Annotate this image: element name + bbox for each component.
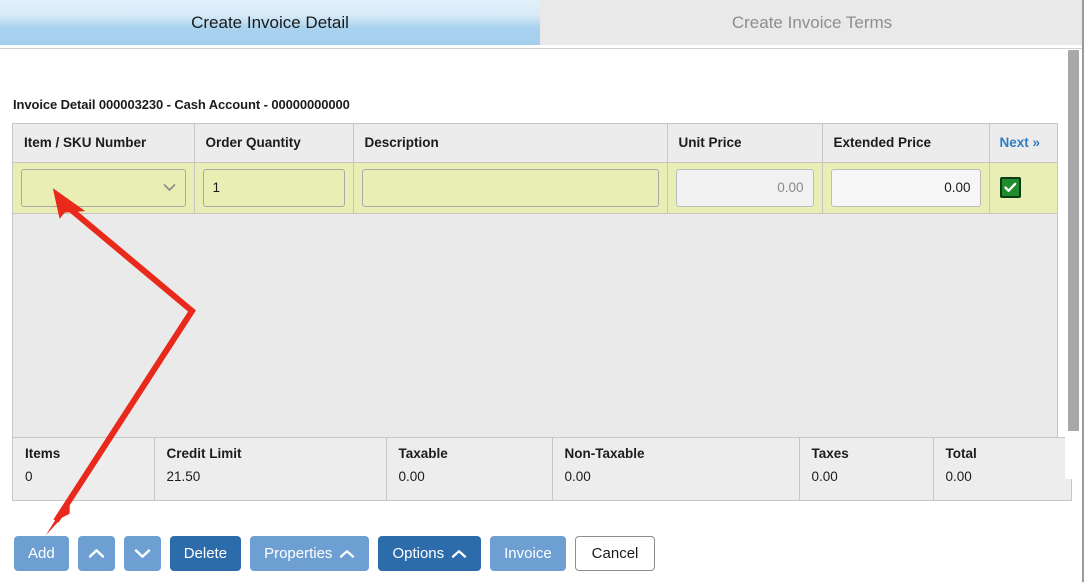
summary-value-total: 0.00 [933, 469, 1071, 500]
tab-label: Create Invoice Terms [731, 12, 893, 32]
column-header-item-sku[interactable]: Item / SKU Number [13, 124, 195, 163]
column-header-unit-price[interactable]: Unit Price [667, 124, 823, 163]
cancel-button[interactable]: Cancel [574, 536, 656, 571]
unit-price-input[interactable] [675, 168, 814, 207]
summary-header-taxable: Taxable [386, 438, 553, 469]
summary-header-row: Items Credit Limit Taxable Non-Taxable T… [13, 438, 1071, 469]
cell-order-quantity [194, 162, 354, 214]
delete-button-label: Delete [183, 545, 228, 562]
next-page-link[interactable]: Next » [999, 135, 1041, 151]
summary-value-non-taxable: 0.00 [552, 469, 800, 500]
add-button-label: Add [28, 545, 55, 562]
summary-table: Items Credit Limit Taxable Non-Taxable T… [13, 438, 1071, 500]
cell-description [353, 162, 668, 214]
summary-totals-panel: Items Credit Limit Taxable Non-Taxable T… [12, 437, 1072, 501]
move-up-button[interactable] [77, 536, 115, 571]
invoice-button-label: Invoice [504, 545, 552, 562]
chevron-up-icon [339, 549, 355, 559]
cell-row-select [989, 162, 1057, 214]
summary-value-credit-limit: 21.50 [154, 469, 387, 500]
window-right-edge [1082, 0, 1084, 582]
grid-header-row: Item / SKU Number Order Quantity Descrip… [13, 124, 1057, 163]
page-content: Invoice Detail 000003230 - Cash Account … [0, 49, 1084, 582]
extended-price-input[interactable] [830, 168, 981, 207]
tab-bar: Create Invoice Detail Create Invoice Ter… [0, 0, 1084, 45]
cell-unit-price [667, 162, 823, 214]
summary-header-items: Items [13, 438, 155, 469]
cancel-button-label: Cancel [591, 545, 639, 562]
tab-underline [0, 45, 1084, 49]
summary-value-row: 0 21.50 0.00 0.00 0.00 0.00 [13, 469, 1071, 500]
properties-button[interactable]: Properties [250, 536, 370, 571]
summary-value-taxable: 0.00 [386, 469, 553, 500]
options-button[interactable]: Options [378, 536, 482, 571]
chevron-up-icon [88, 548, 105, 559]
tab-create-invoice-detail[interactable]: Create Invoice Detail [0, 0, 540, 45]
action-button-bar: Add Delete Properties [14, 536, 656, 571]
vertical-scrollbar-thumb[interactable] [1068, 50, 1079, 431]
table-row [13, 162, 1057, 214]
column-header-order-quantity[interactable]: Order Quantity [194, 124, 354, 163]
order-quantity-input[interactable] [202, 168, 345, 207]
summary-header-taxes: Taxes [799, 438, 934, 469]
move-down-button[interactable] [123, 536, 161, 571]
page-title: Invoice Detail 000003230 - Cash Account … [13, 97, 350, 112]
cell-item-sku [13, 162, 195, 214]
invoice-button[interactable]: Invoice [490, 536, 566, 571]
column-header-extended-price[interactable]: Extended Price [822, 124, 990, 163]
grid-table: Item / SKU Number Order Quantity Descrip… [13, 124, 1057, 214]
row-select-checkbox[interactable] [999, 177, 1021, 198]
invoice-detail-grid: Item / SKU Number Order Quantity Descrip… [12, 123, 1058, 473]
chevron-down-icon [134, 548, 151, 559]
summary-header-non-taxable: Non-Taxable [552, 438, 800, 469]
cell-extended-price [822, 162, 990, 214]
description-input[interactable] [361, 168, 659, 207]
check-icon [1003, 182, 1016, 192]
tab-label: Create Invoice Detail [191, 12, 349, 32]
item-sku-select[interactable] [21, 168, 186, 207]
properties-button-label: Properties [264, 545, 333, 562]
summary-header-total: Total [933, 438, 1071, 469]
tab-create-invoice-terms[interactable]: Create Invoice Terms [540, 0, 1084, 45]
column-header-next: Next » [989, 124, 1057, 163]
options-button-label: Options [392, 545, 445, 562]
add-button[interactable]: Add [14, 536, 69, 571]
delete-button[interactable]: Delete [169, 536, 242, 571]
summary-value-taxes: 0.00 [799, 469, 934, 500]
summary-value-items: 0 [13, 469, 155, 500]
chevron-up-icon [451, 549, 467, 559]
summary-header-credit-limit: Credit Limit [154, 438, 387, 469]
column-header-description[interactable]: Description [353, 124, 668, 163]
